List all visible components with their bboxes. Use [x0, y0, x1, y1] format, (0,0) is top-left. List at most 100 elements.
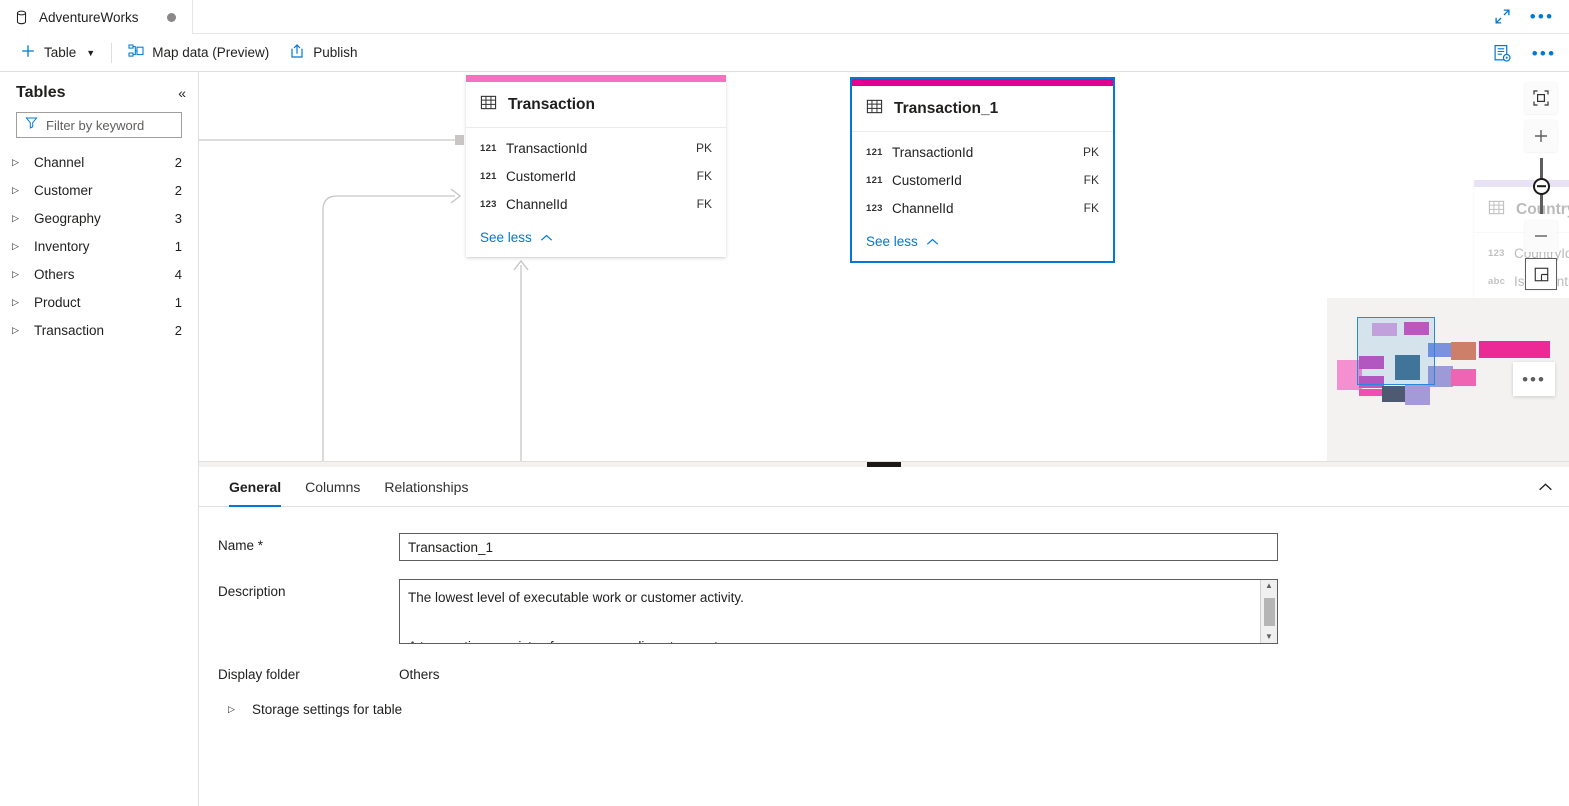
map-data-icon: [128, 43, 144, 62]
filter-box[interactable]: [16, 112, 182, 138]
sidebar-item-label: Channel: [34, 154, 85, 170]
column-type-icon: 123: [480, 198, 497, 210]
tab-label: Relationships: [384, 478, 469, 495]
triangle-right-icon[interactable]: ▷: [12, 268, 19, 279]
titlebar-ellipsis-icon[interactable]: •••: [1529, 4, 1555, 30]
column-row[interactable]: 123 ChannelId FK: [852, 194, 1113, 222]
plus-icon: [20, 43, 36, 62]
command-bar-right-actions: •••: [1489, 34, 1557, 72]
command-separator: [111, 42, 113, 63]
card-header[interactable]: Transaction: [466, 82, 726, 128]
sidebar-item-label: Customer: [34, 182, 93, 198]
sidebar-item-customer[interactable]: ▷ Customer 2: [0, 176, 198, 204]
triangle-right-icon[interactable]: ▷: [12, 184, 19, 195]
table-grid-icon: [1488, 199, 1505, 221]
sidebar-item-transaction[interactable]: ▷ Transaction 2: [0, 316, 198, 344]
column-type-icon: 121: [866, 174, 883, 186]
sidebar-item-channel[interactable]: ▷ Channel 2: [0, 148, 198, 176]
sidebar-item-others[interactable]: ▷ Others 4: [0, 260, 198, 288]
minimap-toggle-icon[interactable]: [1525, 258, 1557, 290]
card-header[interactable]: Country: [1474, 187, 1569, 233]
description-textarea[interactable]: The lowest level of executable work or c…: [400, 580, 1260, 643]
see-less-toggle[interactable]: See less: [852, 226, 1113, 261]
sidebar-item-product[interactable]: ▷ Product 1: [0, 288, 198, 316]
card-header[interactable]: Transaction_1: [852, 86, 1113, 132]
map-data-button[interactable]: Map data (Preview): [118, 38, 279, 68]
triangle-right-icon[interactable]: ▷: [12, 212, 19, 223]
storage-settings-toggle[interactable]: ▷ Storage settings for table: [199, 702, 1569, 717]
database-icon: [14, 10, 29, 25]
description-input-wrapper: The lowest level of executable work or c…: [399, 579, 1278, 644]
see-less-label: See less: [480, 230, 532, 245]
card-title: Country: [1516, 201, 1569, 218]
fit-to-screen-icon[interactable]: [1525, 82, 1557, 114]
zoom-slider-thumb[interactable]: [1532, 177, 1550, 195]
column-type-icon: 121: [866, 146, 883, 158]
zoom-in-icon[interactable]: [1525, 120, 1557, 152]
sidebar-item-label: Product: [34, 294, 81, 310]
column-type-icon: abc: [1488, 275, 1506, 287]
column-row[interactable]: 121 CustomerId FK: [852, 166, 1113, 194]
scrollbar-thumb[interactable]: [1263, 597, 1275, 626]
properties-list-icon[interactable]: [1489, 40, 1515, 66]
card-color-bar: [466, 75, 726, 82]
see-less-toggle[interactable]: See less: [466, 222, 726, 257]
ellipsis-glyph: •••: [1522, 369, 1546, 389]
zoom-slider[interactable]: [1525, 158, 1557, 214]
description-label: Description: [218, 584, 286, 599]
sidebar-item-count: 2: [174, 322, 182, 338]
panel-collapse-icon[interactable]: [1538, 479, 1553, 494]
triangle-right-icon[interactable]: ▷: [12, 240, 19, 251]
map-data-label: Map data (Preview): [152, 45, 270, 60]
publish-button[interactable]: Publish: [279, 38, 367, 68]
search-input[interactable]: [46, 117, 173, 133]
titlebar-actions: •••: [1475, 0, 1569, 34]
title-bar: AdventureWorks •••: [0, 0, 1569, 34]
minimap-node: [1404, 322, 1429, 335]
column-row[interactable]: 121 TransactionId PK: [466, 134, 726, 162]
tab-relationships[interactable]: Relationships: [372, 467, 480, 506]
column-row[interactable]: 121 TransactionId PK: [852, 138, 1113, 166]
name-field-row: Name *: [199, 533, 1569, 561]
table-card-transaction[interactable]: Transaction 121 TransactionId PK 121 Customer…: [466, 75, 726, 257]
minimap-ellipsis-icon[interactable]: •••: [1513, 362, 1555, 396]
new-table-button[interactable]: Table ▼: [10, 38, 105, 68]
document-title: AdventureWorks: [39, 9, 139, 25]
tab-general[interactable]: General: [217, 467, 293, 507]
expand-diagonal-icon[interactable]: [1489, 4, 1515, 30]
publish-label: Publish: [313, 45, 358, 60]
column-name: ChannelId: [506, 196, 568, 212]
scroll-down-icon[interactable]: ▼: [1265, 632, 1273, 641]
minimap-node: [1359, 356, 1384, 369]
scroll-up-icon[interactable]: ▲: [1265, 581, 1273, 590]
triangle-right-icon[interactable]: ▷: [12, 296, 19, 307]
triangle-right-icon[interactable]: ▷: [12, 156, 19, 167]
triangle-right-icon[interactable]: ▷: [12, 324, 19, 335]
minimap-viewport[interactable]: [1357, 317, 1435, 385]
sidebar-item-inventory[interactable]: ▷ Inventory 1: [0, 232, 198, 260]
command-bar-ellipsis-icon[interactable]: •••: [1531, 40, 1557, 66]
minimap-node: [1525, 341, 1550, 358]
sidebar-item-count: 1: [174, 294, 182, 310]
app-body: Tables « ▷Channel2▷Customer2▷Geography3▷…: [0, 72, 1569, 806]
table-card-transaction_1[interactable]: Transaction_1 121 TransactionId PK 121 Custom…: [850, 77, 1115, 263]
column-key-badge: FK: [1083, 173, 1099, 187]
description-scrollbar[interactable]: ▲ ▼: [1260, 580, 1277, 643]
tab-label: General: [229, 478, 282, 495]
main-area: Transaction 121 TransactionId PK 121 Customer…: [199, 72, 1569, 806]
zoom-out-icon[interactable]: [1525, 220, 1557, 252]
panel-splitter[interactable]: [199, 462, 1569, 467]
document-tab[interactable]: AdventureWorks: [0, 0, 193, 34]
sidebar-item-geography[interactable]: ▷ Geography 3: [0, 204, 198, 232]
minimap-node: [1479, 341, 1504, 358]
diagram-canvas[interactable]: Transaction 121 TransactionId PK 121 Customer…: [199, 72, 1569, 462]
column-row[interactable]: 121 CustomerId FK: [466, 162, 726, 190]
sidebar-collapse-icon[interactable]: «: [178, 85, 186, 101]
name-input[interactable]: [399, 533, 1278, 561]
filter-funnel-icon: [25, 116, 38, 134]
tab-columns[interactable]: Columns: [293, 467, 372, 506]
minimap-node: [1382, 386, 1407, 402]
sidebar-item-count: 4: [174, 266, 182, 282]
column-row[interactable]: 123 ChannelId FK: [466, 190, 726, 218]
panel-resize-handle[interactable]: [867, 462, 901, 467]
